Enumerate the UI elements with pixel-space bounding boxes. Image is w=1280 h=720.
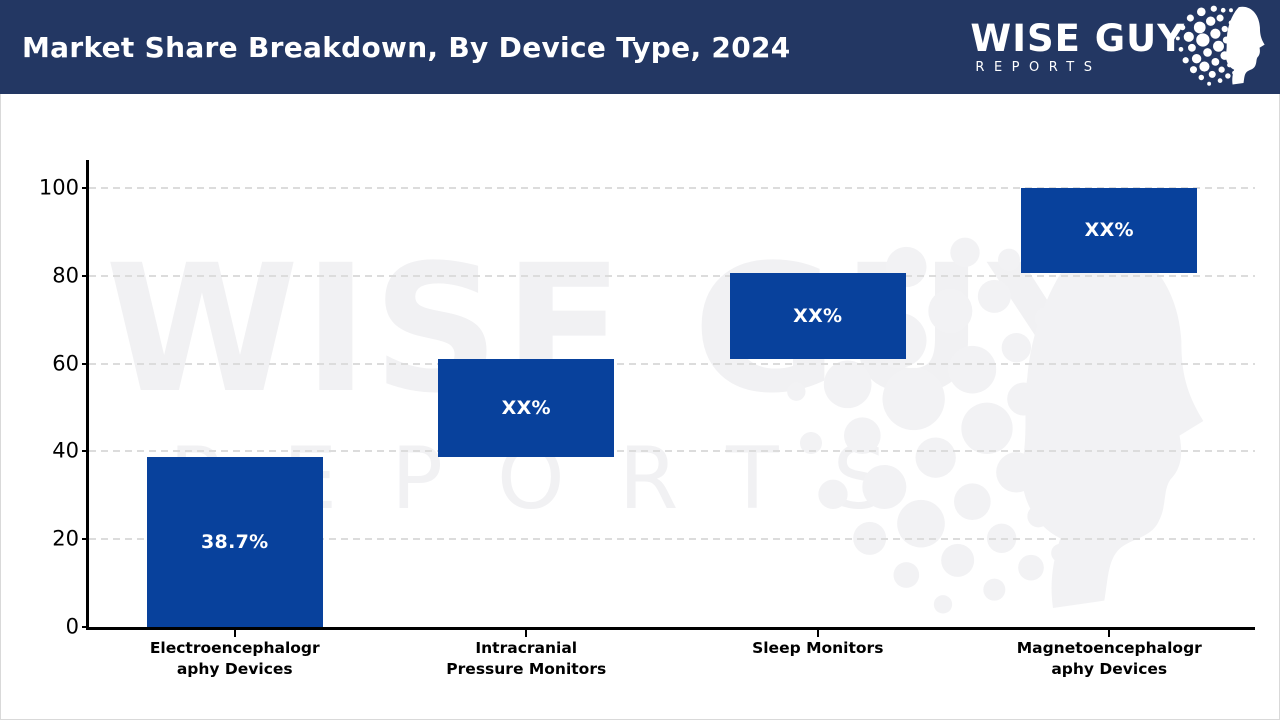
bar-segment: XX% <box>1021 188 1198 273</box>
x-axis-spine <box>86 627 1255 630</box>
y-tick-mark <box>82 362 89 365</box>
x-tick-mark <box>816 630 819 637</box>
chart-card: WISE GUY REPORTS 0 20 40 60 80 100 38.7% XX% XX%… <box>0 94 1280 720</box>
x-tick-mark <box>1108 630 1111 637</box>
x-category-label: Sleep Monitors <box>752 639 884 657</box>
header-bar: Market Share Breakdown, By Device Type, … <box>0 0 1280 94</box>
gridline <box>89 538 1255 541</box>
y-tick-mark <box>82 450 89 453</box>
gridline <box>89 187 1255 189</box>
y-tick-label: 0 <box>65 614 79 639</box>
bar-segment: XX% <box>438 359 615 458</box>
y-axis-spine <box>86 160 89 630</box>
gridline <box>89 450 1255 453</box>
page-title: Market Share Breakdown, By Device Type, … <box>22 30 791 64</box>
y-tick-mark <box>82 626 89 628</box>
y-tick-label: 40 <box>52 438 79 463</box>
bar-segment: 38.7% <box>146 457 323 627</box>
bar-value-label: XX% <box>1084 219 1134 242</box>
y-tick-mark <box>82 538 89 541</box>
logo-head-dots-icon <box>1171 4 1266 90</box>
y-tick-label: 20 <box>52 526 79 551</box>
gridline <box>89 274 1255 277</box>
bar-segment: XX% <box>729 272 906 360</box>
gridline <box>89 362 1255 365</box>
y-tick-mark <box>82 187 89 189</box>
x-tick-mark <box>525 630 528 637</box>
y-tick-label: 60 <box>52 351 79 376</box>
bar-value-label: XX% <box>793 304 843 327</box>
x-category-label: Magnetoencephalogr aphy Devices <box>1016 639 1202 678</box>
x-category-label: Intracranial Pressure Monitors <box>446 639 607 678</box>
logo-subtext: REPORTS <box>975 59 1102 75</box>
x-category-label: Electroencephalogr aphy Devices <box>149 639 320 678</box>
waterfall-chart: 0 20 40 60 80 100 38.7% XX% XX% XX% Electroencepha… <box>1 94 1279 719</box>
logo-wordmark: WISE GUY <box>970 16 1185 60</box>
x-tick-mark <box>233 630 236 637</box>
bar-value-label: XX% <box>501 397 551 420</box>
y-tick-label: 80 <box>52 263 79 288</box>
y-tick-mark <box>82 274 89 277</box>
y-tick-label: 100 <box>38 175 79 200</box>
brand-logo: WISE GUY REPORTS <box>970 4 1266 90</box>
bar-value-label: 38.7% <box>201 531 269 554</box>
